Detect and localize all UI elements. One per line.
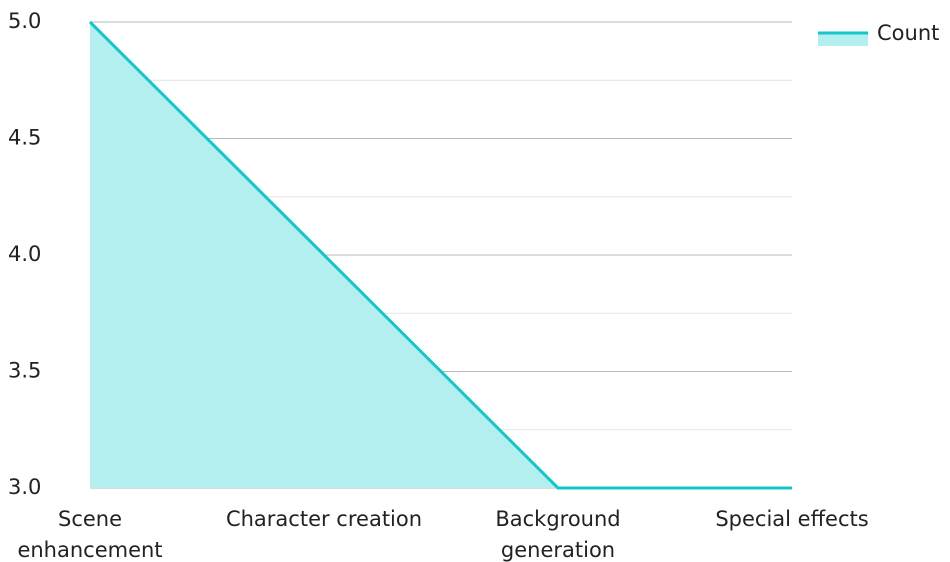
- series-area-fill: [90, 22, 792, 488]
- y-tick-label: 4.5: [8, 126, 41, 150]
- x-tick-label: Special effects: [715, 507, 868, 531]
- legend-swatch-fill: [818, 34, 868, 46]
- y-tick-label: 4.0: [8, 242, 41, 266]
- y-axis-ticks: 3.0 3.5 4.0 4.5 5.0: [8, 9, 41, 499]
- y-tick-label: 3.0: [8, 475, 41, 499]
- x-tick-label: Scene enhancement: [17, 507, 162, 562]
- legend-label: Count: [877, 21, 939, 45]
- legend: Count: [818, 21, 939, 46]
- x-axis-ticks: Scene enhancement Character creation Backgr…: [17, 507, 868, 562]
- area-series: [88, 20, 793, 490]
- y-tick-label: 3.5: [8, 359, 41, 383]
- series-line: [88, 20, 792, 490]
- x-tick-label: Character creation: [226, 507, 422, 531]
- x-tick-label: Background generation: [495, 507, 620, 562]
- y-tick-label: 5.0: [8, 9, 41, 33]
